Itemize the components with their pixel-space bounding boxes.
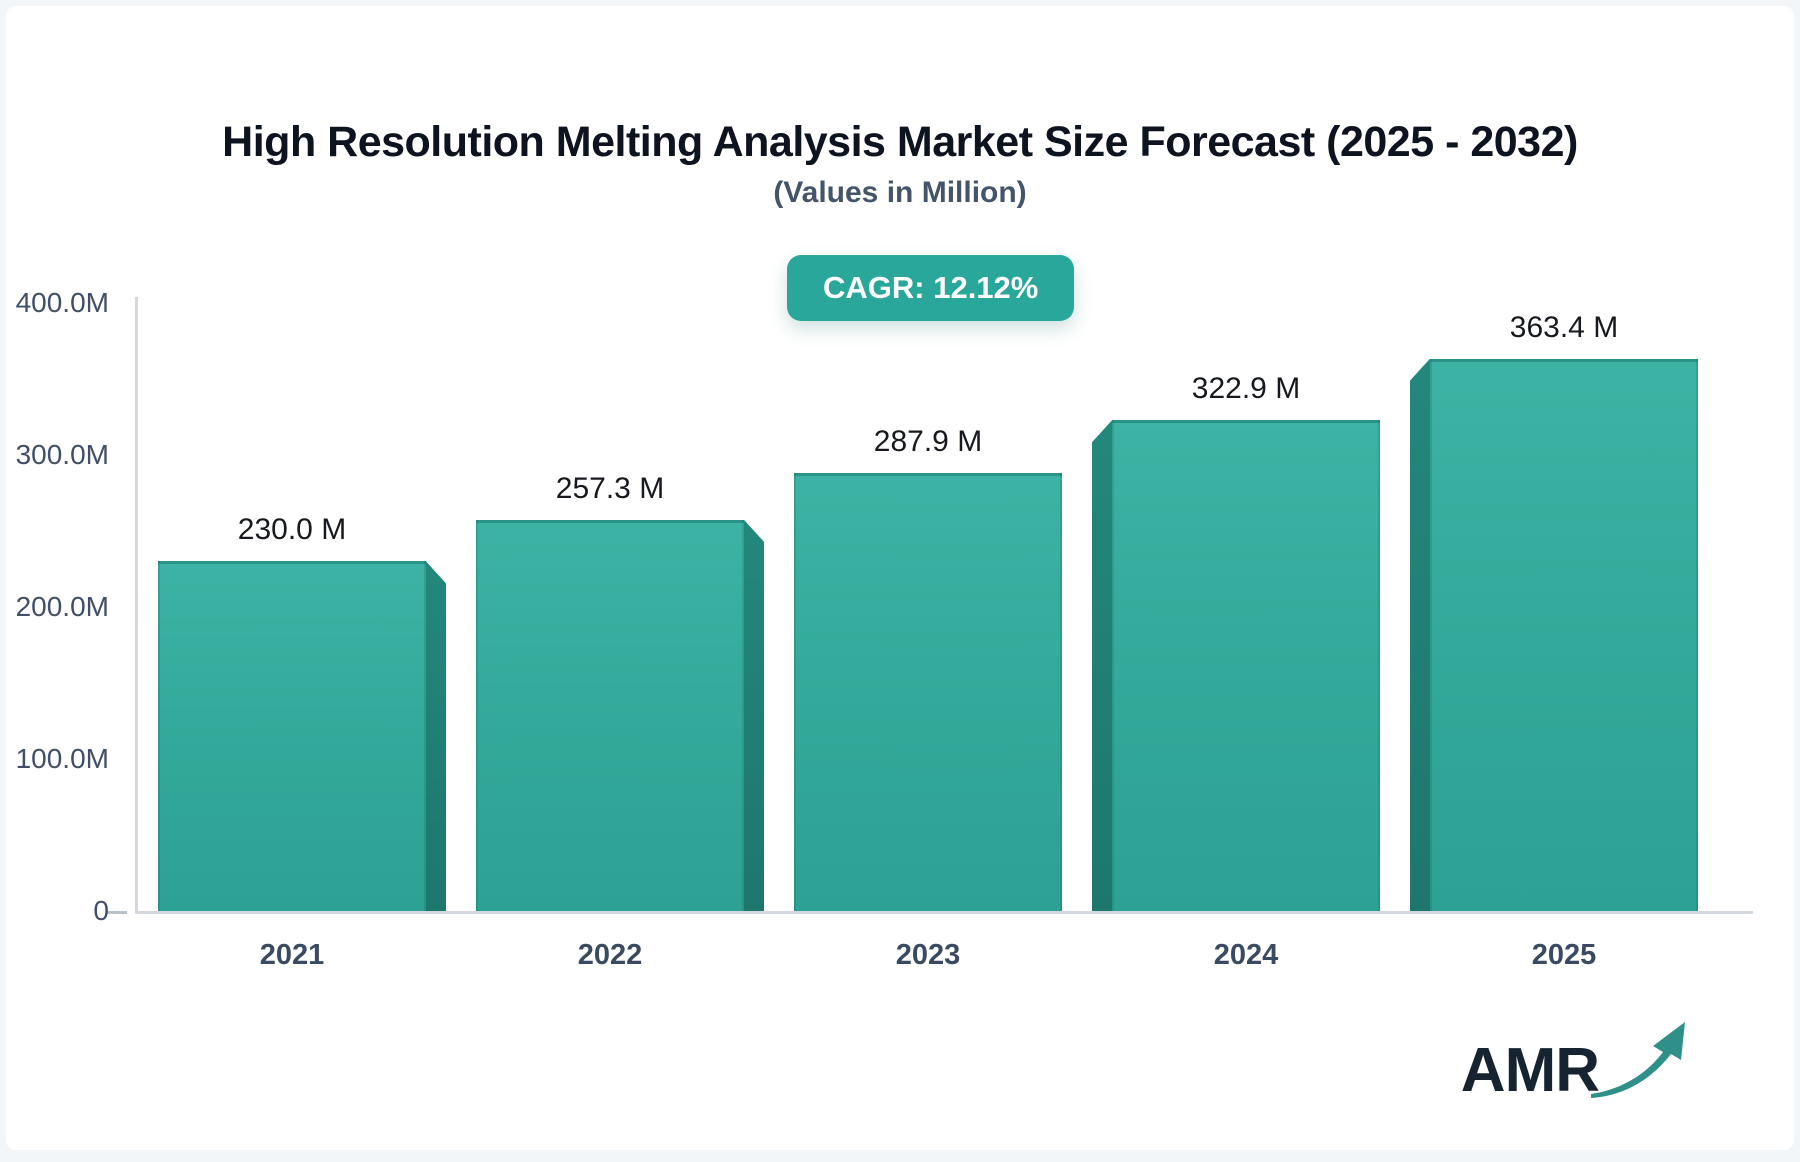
y-axis-line: [135, 297, 138, 914]
y-axis-tick-label: 100.0M: [15, 743, 109, 774]
x-axis-label: 2021: [259, 939, 325, 971]
bar-value-label: 363.4 M: [1509, 310, 1619, 344]
bar-face: [476, 519, 744, 911]
chart-title: High Resolution Melting Analysis Market …: [222, 118, 1578, 166]
plot-area: 400.0M 300.0M 200.0M 100.0M 0 230.0 M 2021 257.…: [6, 6, 1800, 1162]
y-axis-tick-label: 400.0M: [15, 287, 109, 318]
x-axis-label: 2024: [1213, 939, 1279, 971]
x-axis-label: 2023: [895, 939, 961, 971]
amr-logo: AMR: [1461, 1018, 1689, 1102]
y-axis-tick-label: 0: [93, 895, 109, 926]
bar-side: [1092, 420, 1112, 911]
bar-value-label: 230.0 M: [237, 513, 347, 547]
bar-side: [1410, 358, 1430, 911]
bar-side: [426, 561, 446, 911]
bar-value-label: 257.3 M: [555, 471, 665, 505]
amr-logo-text: AMR: [1460, 1036, 1600, 1105]
chart-card: High Resolution Melting Analysis Market …: [6, 6, 1794, 1150]
bar-value-label: 287.9 M: [873, 425, 983, 459]
x-axis-label: 2025: [1531, 939, 1597, 971]
bar-side: [744, 519, 764, 911]
bar-face: [1112, 420, 1380, 911]
x-axis-line: [135, 911, 1753, 914]
bar-value-label: 322.9 M: [1191, 372, 1301, 406]
chart-subtitle: (Values in Million): [773, 176, 1027, 209]
zero-tick-mark: [107, 911, 127, 914]
bar-face: [1430, 358, 1698, 911]
bar-face: [794, 473, 1062, 911]
y-axis-tick-label: 300.0M: [15, 439, 109, 470]
bar-face: [158, 561, 426, 911]
y-axis-tick-label: 200.0M: [15, 591, 109, 622]
x-axis-label: 2022: [577, 939, 643, 971]
amr-arrow-icon: [1591, 1022, 1685, 1098]
cagr-badge: CAGR: 12.12%: [787, 255, 1075, 321]
